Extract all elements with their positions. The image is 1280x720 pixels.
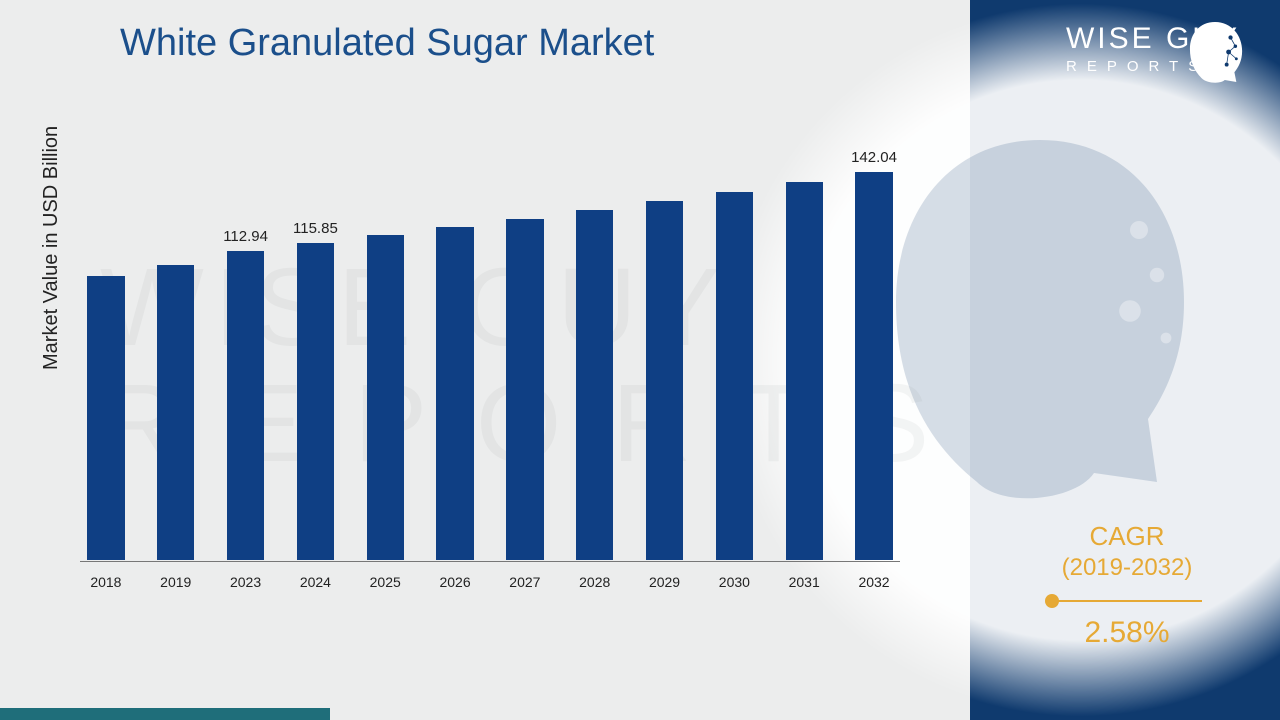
bar [786,182,823,560]
x-axis-tick-label: 2025 [359,574,411,590]
cagr-period: (2019-2032) [1022,554,1232,582]
bar-slot: 108 [150,242,202,560]
chart-title: White Granulated Sugar Market [120,22,654,65]
bar-value-label: 142.04 [851,149,897,166]
x-axis-tick-label: 2019 [150,574,202,590]
bar-slot: 124.9 [499,196,551,560]
bar [227,251,264,560]
bar-slot: 131.4 [639,178,691,560]
bar-slot: 134.8 [708,169,760,560]
bar [576,210,613,560]
cagr-label: CAGR [1022,521,1232,552]
bar-container: 104 108 112.94 115.85 118.8 121.8 124.9 128.1 13… [80,150,900,560]
bar-chart: 104 108 112.94 115.85 118.8 121.8 124.9 128.1 13… [80,150,900,590]
bar-slot: 128.1 [569,187,621,560]
bar-slot: 118.8 [359,212,411,560]
head-icon [1188,20,1246,84]
bar [646,201,683,560]
x-axis-tick-label: 2023 [220,574,272,590]
x-axis-tick-label: 2029 [639,574,691,590]
bar [506,219,543,560]
bar-slot: 121.8 [429,204,481,560]
bar [367,235,404,560]
y-axis-label: Market Value in USD Billion [40,126,63,370]
x-axis-tick-label: 2024 [289,574,341,590]
x-axis-tick-label: 2032 [848,574,900,590]
cagr-block: CAGR (2019-2032) 2.58% [1022,521,1232,650]
x-axis-line [80,561,900,562]
x-axis-tick-label: 2027 [499,574,551,590]
bar-slot: 112.94 [220,228,272,560]
bar [855,172,892,560]
cagr-value: 2.58% [1022,616,1232,650]
bar-slot: 138.3 [778,159,830,560]
x-axis-tick-label: 2026 [429,574,481,590]
x-axis-labels: 2018 2019 2023 2024 2025 2026 2027 2028 2029 2030… [80,574,900,590]
x-axis-tick-label: 2018 [80,574,132,590]
bar-slot: 104 [80,253,132,560]
bar [436,227,473,560]
footer-stripe [0,708,330,720]
cagr-divider-icon [1052,600,1202,602]
bar [87,276,124,560]
bar-slot: 142.04 [848,149,900,560]
bar-slot: 115.85 [289,220,341,560]
x-axis-tick-label: 2030 [708,574,760,590]
bar [297,243,334,560]
infographic-canvas: WISE GUY R E P O R T S White Granulated … [0,0,1280,720]
brand-logo: WISE GUY REPORTS [1066,22,1240,75]
bar [157,265,194,560]
bar [716,192,753,560]
x-axis-tick-label: 2028 [569,574,621,590]
bar-value-label: 115.85 [293,220,338,237]
bar-value-label: 112.94 [223,228,268,245]
x-axis-tick-label: 2031 [778,574,830,590]
